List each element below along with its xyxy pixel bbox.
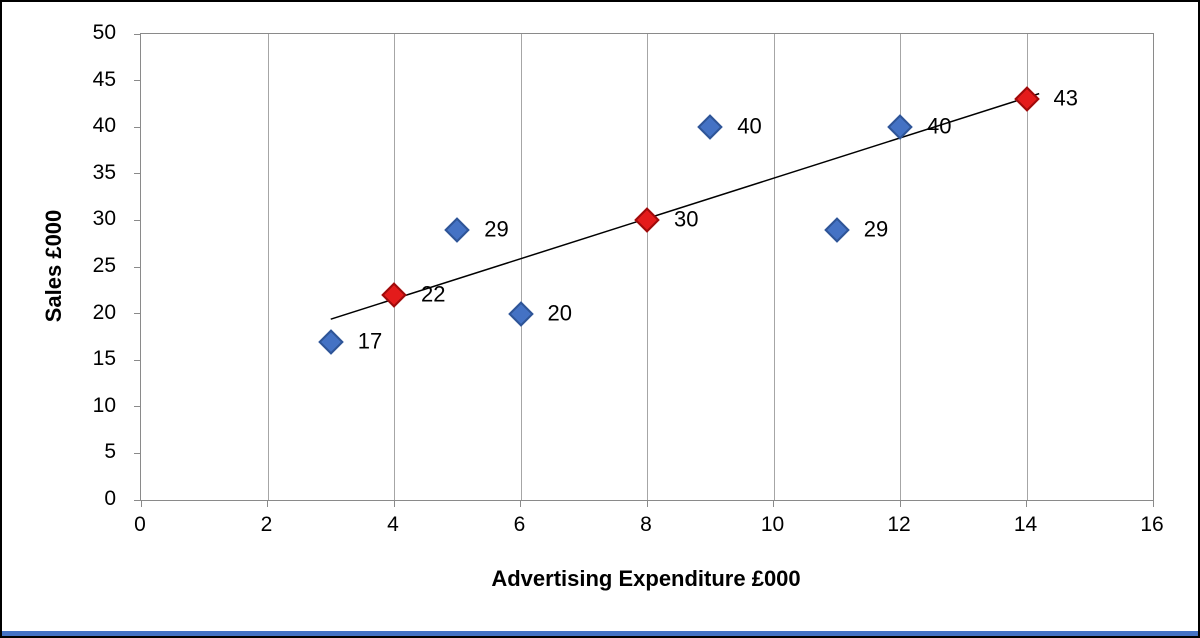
y-tick-mark [134, 499, 140, 501]
data-point-label: 29 [484, 216, 509, 242]
y-tick-label: 40 [92, 114, 116, 138]
x-tick-label: 8 [640, 513, 652, 536]
x-tick-mark [1026, 501, 1027, 507]
y-tick-label: 20 [92, 300, 116, 324]
x-tick-mark [646, 501, 648, 507]
y-axis-labels: 0 5 10 15 20 25 30 35 40 45 50 [62, 21, 130, 510]
bottom-accent-bar [2, 631, 1198, 636]
gridline [394, 34, 395, 500]
x-tick-label: 6 [513, 513, 526, 536]
gridline [900, 34, 901, 500]
x-tick-mark [773, 501, 774, 507]
gridline [773, 34, 775, 500]
data-point-label: 29 [863, 216, 889, 242]
y-tick-label: 0 [104, 487, 116, 510]
y-tick-mark [134, 126, 140, 128]
y-tick-label: 35 [92, 160, 116, 184]
data-point-label: 30 [674, 206, 699, 232]
y-tick-label: 50 [92, 21, 116, 44]
x-tick-label: 16 [1140, 513, 1164, 536]
x-tick-mark [520, 501, 521, 507]
x-tick-mark [393, 501, 395, 507]
trend-line [330, 92, 1040, 320]
gridline [647, 34, 648, 500]
y-tick-label: 10 [92, 393, 116, 417]
y-tick-label: 30 [92, 207, 116, 231]
x-tick-mark [140, 501, 142, 507]
y-tick-mark [134, 33, 140, 35]
y-tick-label: 15 [92, 347, 116, 371]
y-tick-mark [134, 173, 140, 175]
x-tick-label: 14 [1013, 513, 1038, 536]
y-tick-mark [134, 406, 140, 408]
y-tick-mark [134, 266, 140, 268]
y-tick-mark [134, 313, 140, 315]
data-point-label: 20 [547, 300, 572, 326]
x-axis-title: Advertising Expenditure £000 [491, 566, 801, 591]
gridline [1026, 34, 1028, 500]
x-tick-label: 12 [887, 513, 911, 536]
y-tick-label: 25 [92, 254, 116, 277]
trend-line-layer [330, 92, 1040, 320]
data-point-label: 40 [927, 113, 952, 139]
data-point-label: 40 [737, 113, 762, 139]
y-tick-mark [134, 219, 140, 221]
y-tick-label: 5 [104, 440, 116, 464]
y-tick-mark [134, 452, 140, 454]
y-tick-label: 45 [92, 67, 116, 91]
data-point-label: 22 [421, 281, 446, 307]
x-tick-label: 0 [134, 513, 146, 536]
y-tick-mark [134, 359, 140, 361]
gridline [267, 34, 269, 500]
plot-area: 17 22 29 20 30 40 29 40 43 [134, 33, 1154, 507]
x-tick-label: 4 [387, 513, 399, 536]
gridline [520, 34, 522, 500]
y-tick-mark [134, 80, 140, 82]
x-tick-label: 2 [260, 513, 273, 536]
x-axis-labels: 0 2 4 6 8 10 12 14 16 [134, 507, 1164, 539]
x-tick-mark [267, 501, 268, 507]
data-point-label: 43 [1053, 85, 1078, 111]
x-tick-label: 10 [760, 513, 785, 536]
x-tick-mark [899, 501, 901, 507]
x-tick-mark [1152, 501, 1154, 507]
data-point-label: 17 [357, 328, 383, 354]
